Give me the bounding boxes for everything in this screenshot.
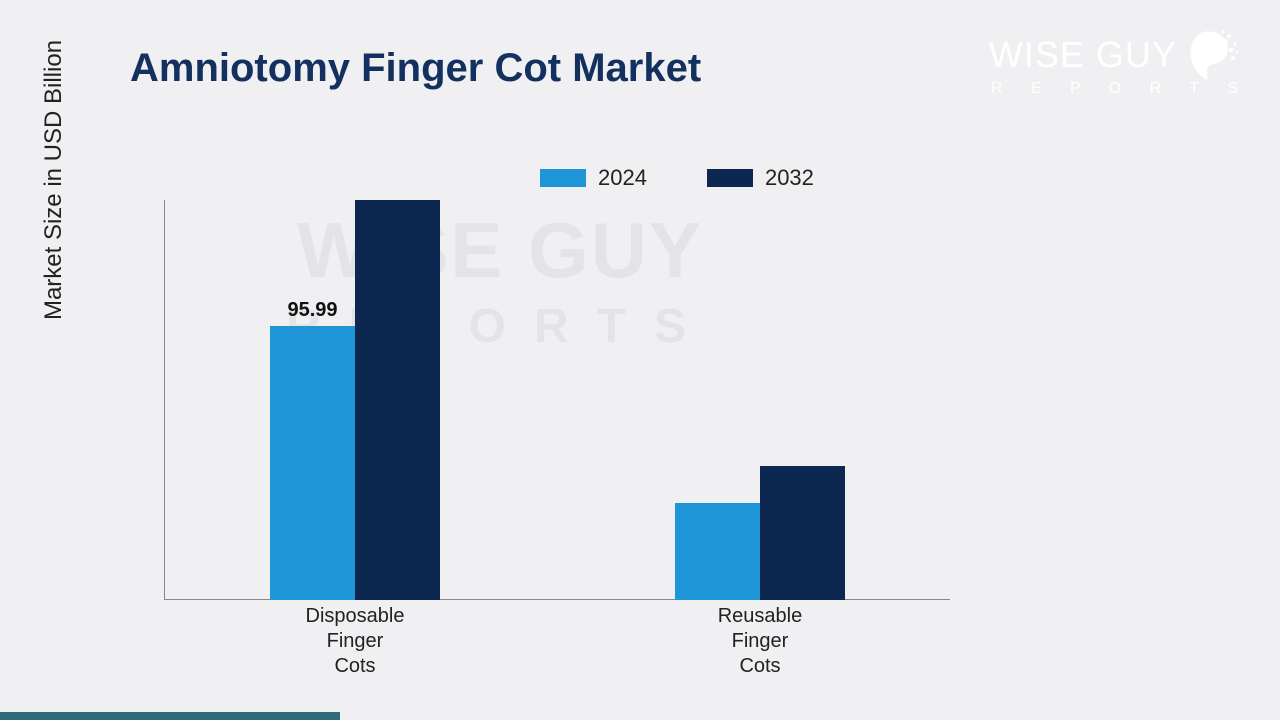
legend: 2024 2032 bbox=[540, 165, 814, 191]
legend-item-2032: 2032 bbox=[707, 165, 814, 191]
legend-label-2032: 2032 bbox=[765, 165, 814, 191]
bar-2024-disposable bbox=[270, 326, 355, 600]
brand-head-icon bbox=[1185, 28, 1239, 82]
bar-2024-reusable bbox=[675, 503, 760, 600]
bar-2032-reusable bbox=[760, 466, 845, 600]
bar-group-0 bbox=[270, 200, 440, 600]
y-axis-line bbox=[164, 200, 165, 600]
legend-item-2024: 2024 bbox=[540, 165, 647, 191]
brand-sub-text: R E P O R T S bbox=[991, 80, 1250, 98]
bar-2032-disposable bbox=[355, 200, 440, 600]
legend-swatch-2032 bbox=[707, 169, 753, 187]
chart-card: WISE GUY REPORTS WISE GUY R E P O R T S … bbox=[0, 0, 1280, 720]
footer-strip bbox=[0, 712, 340, 720]
brand-main-text: WISE GUY bbox=[989, 34, 1177, 76]
bar-value-label-0: 95.99 bbox=[287, 299, 337, 322]
brand-logo: WISE GUY R E P O R T S bbox=[989, 28, 1250, 98]
y-axis-label: Market Size in USD Billion bbox=[40, 0, 68, 390]
category-label-0: DisposableFingerCots bbox=[270, 604, 440, 679]
legend-label-2024: 2024 bbox=[598, 165, 647, 191]
chart-title: Amniotomy Finger Cot Market bbox=[130, 46, 701, 91]
plot-area: 95.99 DisposableFingerCots ReusableFinge… bbox=[120, 200, 950, 600]
bar-group-1 bbox=[675, 466, 845, 600]
legend-swatch-2024 bbox=[540, 169, 586, 187]
category-label-1: ReusableFingerCots bbox=[675, 604, 845, 679]
